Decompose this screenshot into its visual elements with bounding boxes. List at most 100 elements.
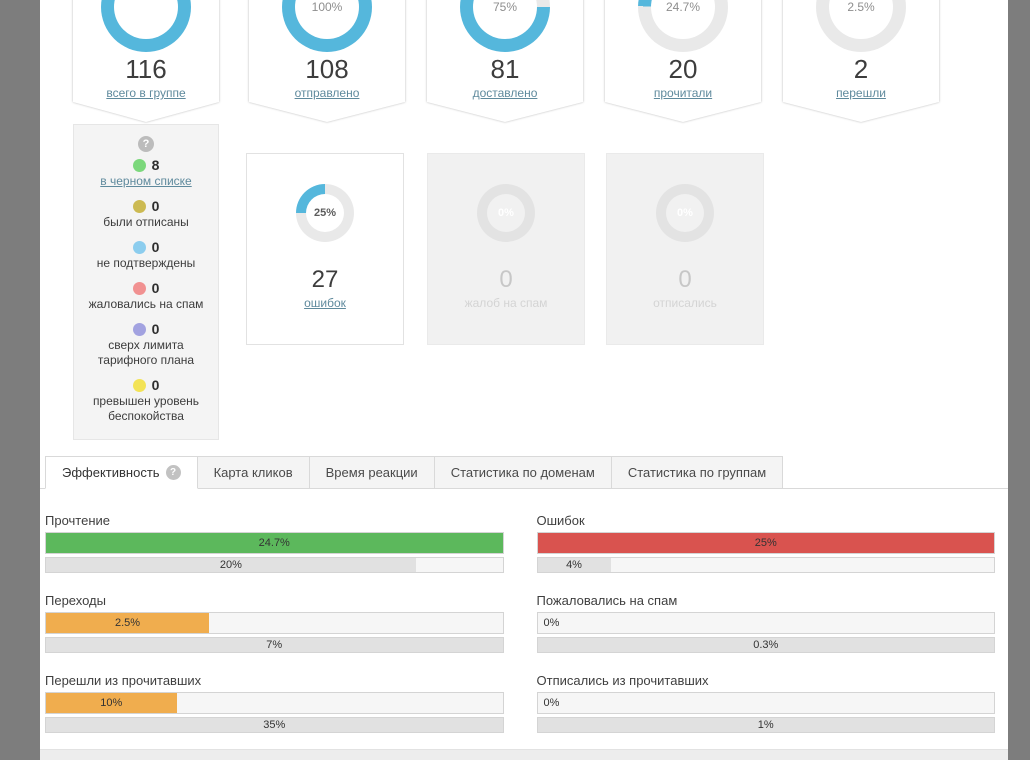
- metric-value: 81: [490, 54, 520, 84]
- metric-label: Пожаловались на спам: [536, 593, 678, 608]
- help-icon[interactable]: ?: [138, 136, 154, 152]
- breakdown-link[interactable]: в черном списке: [100, 174, 192, 188]
- breakdown-item-anxiety-level: 0 превышен уровень беспокойства: [79, 377, 213, 424]
- metric-bar-main: 25%: [536, 532, 995, 554]
- metric-unsubscribe-from-read-rate: Отписались из прочитавших 0% 1%: [536, 673, 995, 733]
- bar-fill: [537, 718, 994, 732]
- tab-group-stats[interactable]: Статистика по группам: [611, 456, 784, 489]
- bar-value-label: 0%: [543, 697, 560, 709]
- bar-value-label: 4%: [566, 559, 582, 571]
- bar-value-label: 24.7%: [258, 537, 290, 549]
- donut-chart: 2.5%: [816, 0, 906, 52]
- metric-link[interactable]: доставлено: [472, 86, 538, 100]
- donut-hole: [114, 0, 178, 39]
- bar-fill: [537, 638, 994, 652]
- donut-percent-label: 25%: [313, 207, 337, 219]
- tab-label: Статистика по доменам: [450, 465, 595, 480]
- breakdown-label: не подтверждены: [96, 256, 196, 270]
- donut-percent-label: 2.5%: [847, 0, 875, 14]
- help-icon[interactable]: ?: [165, 465, 181, 480]
- breakdown-item-unsubscribed: 0 были отписаны: [79, 198, 213, 230]
- donut-chart: 75%: [460, 0, 550, 52]
- metric-bar-main: 24.7%: [45, 532, 504, 554]
- breakdown-label: превышен уровень беспокойства: [92, 394, 200, 423]
- donut-chart: 0%: [477, 184, 535, 242]
- tab-label: Время реакции: [325, 465, 418, 480]
- tab-effectiveness[interactable]: Эффективность ?: [45, 456, 198, 489]
- legend-dot-icon: [132, 378, 146, 392]
- breakdown-label: были отписаны: [103, 215, 189, 229]
- donut-percent-label: 0%: [498, 207, 514, 219]
- metric-label: Переходы: [45, 593, 106, 608]
- effectiveness-panel: Прочтение 24.7% 20% Переходы 2.5%: [40, 489, 1008, 753]
- stat-card-spam-complaints: 0% 0 жалоб на спам: [427, 153, 585, 345]
- metric-link[interactable]: ошибок: [304, 296, 346, 310]
- donut-hole: 25%: [306, 194, 344, 232]
- metric-label: Отписались из прочитавших: [536, 673, 709, 688]
- page-content: 116 всего в группе 100% 108 отправлено 7…: [40, 0, 1008, 760]
- bar-fill: [46, 558, 416, 572]
- bar-value-label: 0.3%: [753, 639, 779, 651]
- breakdown-value: 0: [151, 377, 160, 393]
- donut-chart: 25%: [296, 184, 354, 242]
- metric-link[interactable]: перешли: [836, 86, 886, 100]
- bar-fill: [46, 693, 177, 713]
- donut-percent-label: 75%: [492, 0, 518, 14]
- metric-label: Ошибок: [536, 513, 585, 528]
- metric-link[interactable]: прочитали: [653, 86, 713, 100]
- legend-dot-icon: [132, 322, 146, 336]
- metric-read-rate: Прочтение 24.7% 20%: [45, 513, 504, 573]
- tabs-bar: Эффективность ? Карта кликов Время реакц…: [40, 455, 1008, 489]
- breakdown-value: 0: [151, 239, 160, 255]
- metric-bar-main: 2.5%: [45, 612, 504, 634]
- breakdown-item-over-limit: 0 сверх лимита тарифного плана: [79, 321, 213, 368]
- metric-bar-average: 35%: [45, 717, 504, 733]
- page-bottom-strip: [40, 749, 1008, 760]
- legend-dot-icon: [132, 158, 146, 172]
- bar-value-label: 25%: [754, 537, 777, 549]
- metric-value: 2: [853, 54, 869, 84]
- tab-reaction-time[interactable]: Время реакции: [309, 456, 435, 489]
- donut-chart: 100%: [282, 0, 372, 52]
- donut-percent-label: 0%: [677, 207, 693, 219]
- breakdown-value: 0: [151, 280, 160, 296]
- summary-card-delivered: 75% 81 доставлено: [427, 0, 583, 122]
- metric-click-rate: Переходы 2.5% 7%: [45, 593, 504, 653]
- metric-bar-average: 4%: [536, 557, 995, 573]
- breakdown-value: 0: [151, 198, 160, 214]
- donut-hole: 75%: [473, 0, 537, 39]
- metric-click-from-read-rate: Перешли из прочитавших 10% 35%: [45, 673, 504, 733]
- metric-label: Перешли из прочитавших: [45, 673, 202, 688]
- legend-dot-icon: [132, 281, 146, 295]
- metric-value: 0: [499, 266, 513, 293]
- metric-bar-average: 0.3%: [536, 637, 995, 653]
- tab-label: Статистика по группам: [627, 465, 767, 480]
- metric-link[interactable]: отправлено: [294, 86, 360, 100]
- bar-value-label: 1%: [757, 719, 774, 731]
- stats-overview-section: 116 всего в группе 100% 108 отправлено 7…: [40, 0, 1008, 455]
- metric-bar-average: 7%: [45, 637, 504, 653]
- donut-chart: 0%: [656, 184, 714, 242]
- tab-click-map[interactable]: Карта кликов: [197, 456, 310, 489]
- donut-percent-label: 100%: [311, 0, 343, 14]
- metric-value: 116: [125, 54, 167, 84]
- summary-card-sent: 100% 108 отправлено: [249, 0, 405, 122]
- metric-link[interactable]: всего в группе: [106, 86, 186, 100]
- donut-hole: 2.5%: [829, 0, 893, 39]
- legend-dot-icon: [132, 240, 146, 254]
- metrics-column-right: Ошибок 25% 4% Пожаловались на спам 0%: [536, 513, 995, 753]
- breakdown-label: жаловались на спам: [88, 297, 204, 311]
- stat-card-errors: 25% 27 ошибок: [246, 153, 404, 345]
- donut-hole: 0%: [666, 194, 704, 232]
- metric-bar-average: 20%: [45, 557, 504, 573]
- metric-value: 108: [305, 54, 349, 84]
- bar-fill: [537, 558, 611, 572]
- donut-hole: 100%: [295, 0, 359, 39]
- summary-card-clicked: 2.5% 2 перешли: [783, 0, 939, 122]
- summary-card-total: 116 всего в группе: [73, 0, 219, 122]
- tab-domain-stats[interactable]: Статистика по доменам: [434, 456, 612, 489]
- summary-card-read: 24.7% 20 прочитали: [605, 0, 761, 122]
- tab-label: Карта кликов: [213, 465, 293, 480]
- metric-bar-main: 0%: [536, 612, 995, 634]
- metric-label: жалоб на спам: [464, 296, 548, 310]
